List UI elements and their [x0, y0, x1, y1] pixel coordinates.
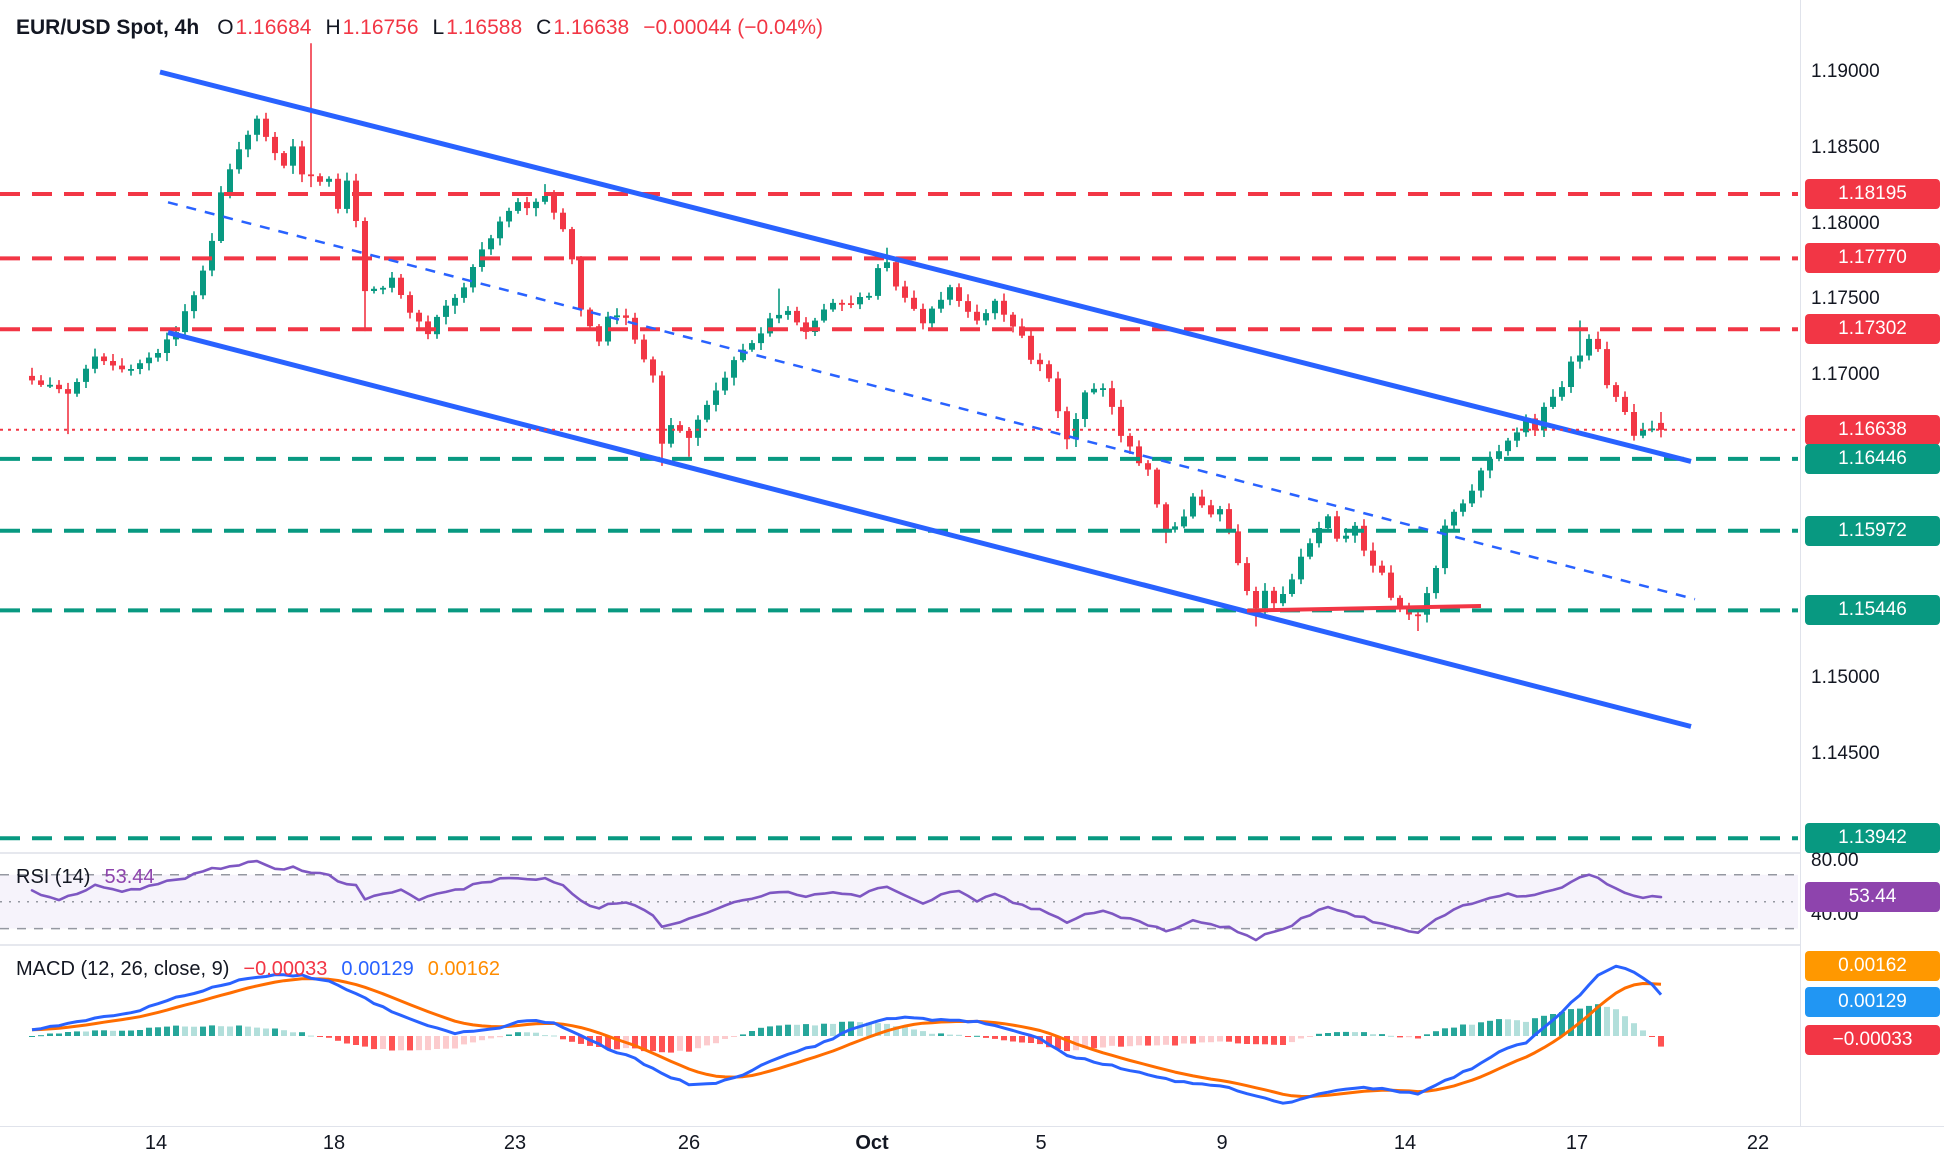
macd-line	[31, 964, 1663, 1105]
change-value: −0.00044 (−0.04%)	[643, 16, 824, 39]
macd-macd-badge: 0.00129	[1805, 987, 1940, 1017]
price-tick-label: 1.14500	[1811, 743, 1880, 764]
time-tick-label: 18	[322, 1132, 346, 1154]
time-tick-label: 26	[677, 1132, 701, 1154]
price-tick-label: 1.19000	[1811, 61, 1880, 82]
rsi-tick-label: 80.00	[1811, 850, 1859, 871]
price-tick-label: 1.15000	[1811, 667, 1880, 688]
last-price-badge: 1.16638	[1805, 415, 1940, 445]
ohlc-close: C 1.16638	[536, 16, 629, 40]
high-label: H	[325, 16, 341, 39]
close-value: 1.16638	[553, 16, 630, 39]
ohlc-low: L 1.16588	[433, 16, 523, 40]
main-chart-legend: EUR/USD Spot, 4h O 1.16684 H 1.16756 L 1.16…	[16, 16, 823, 40]
macd-line-value: 0.00129	[341, 958, 414, 980]
rsi-title[interactable]: RSI (14)	[16, 866, 91, 888]
trend-channel-lower-line[interactable]	[167, 330, 1692, 729]
rsi-value: 53.44	[104, 866, 155, 888]
support-price-badge: 1.13942	[1805, 823, 1940, 853]
resistance-price-badge: 1.17302	[1805, 314, 1940, 344]
trend-channel-upper-line[interactable]	[159, 69, 1692, 464]
trend-channel-middle-line[interactable]	[167, 201, 1696, 601]
resistance-price-badge: 1.18195	[1805, 179, 1940, 209]
low-label: L	[432, 16, 445, 39]
support-price-badge: 1.15972	[1805, 516, 1940, 546]
support-price-badge: 1.15446	[1805, 595, 1940, 625]
price-tick-label: 1.18000	[1811, 213, 1880, 234]
rsi-value-badge: 53.44	[1805, 882, 1940, 912]
pane-separator-macd[interactable]	[0, 944, 1944, 946]
rsi-pane	[0, 859, 1798, 942]
macd-histogram-value: −0.00033	[243, 958, 328, 980]
price-tick-label: 1.17000	[1811, 364, 1880, 385]
ohlc-high: H 1.16756	[325, 16, 418, 40]
support-marker-line[interactable]	[1246, 604, 1482, 613]
support-price-badge: 1.16446	[1805, 444, 1940, 474]
macd-signal-badge: 0.00162	[1805, 951, 1940, 981]
time-axis[interactable]: 14 18 23 26 Oct 5 9 14 17 22	[0, 1126, 1944, 1160]
price-tick-label: 1.17500	[1811, 288, 1880, 309]
macd-title[interactable]: MACD (12, 26, close, 9)	[16, 958, 230, 980]
high-value: 1.16756	[342, 16, 419, 39]
macd-pane	[29, 964, 1664, 1105]
time-tick-label: 14	[144, 1132, 168, 1154]
rsi-legend: RSI (14) 53.44	[16, 866, 155, 889]
price-axis[interactable]: 1.19000 1.18500 1.18000 1.17500 1.17000 1.150…	[1800, 0, 1944, 1126]
time-tick-label: 9	[1216, 1132, 1228, 1154]
close-label: C	[536, 16, 552, 39]
macd-legend: MACD (12, 26, close, 9) −0.00033 0.00129…	[16, 958, 500, 981]
open-value: 1.16684	[235, 16, 312, 39]
time-tick-label: 5	[1035, 1132, 1047, 1154]
open-label: O	[217, 16, 234, 39]
price-tick-label: 1.18500	[1811, 137, 1880, 158]
pane-separator-rsi[interactable]	[0, 852, 1944, 854]
symbol-title[interactable]: EUR/USD Spot, 4h	[16, 16, 200, 39]
time-tick-label: 14	[1393, 1132, 1417, 1154]
chart-canvas[interactable]	[0, 0, 1800, 1126]
time-tick-label: Oct	[855, 1132, 889, 1154]
candlestick-series	[29, 43, 1664, 631]
time-tick-label: 22	[1746, 1132, 1770, 1154]
time-tick-label: 17	[1565, 1132, 1589, 1154]
time-tick-label: 23	[503, 1132, 527, 1154]
low-value: 1.16588	[446, 16, 523, 39]
macd-hist-badge: −0.00033	[1805, 1025, 1940, 1055]
rsi-line	[30, 859, 1663, 942]
ohlc-open: O 1.16684	[217, 16, 311, 40]
macd-signal-value: 0.00162	[427, 958, 500, 980]
resistance-price-badge: 1.17770	[1805, 243, 1940, 273]
